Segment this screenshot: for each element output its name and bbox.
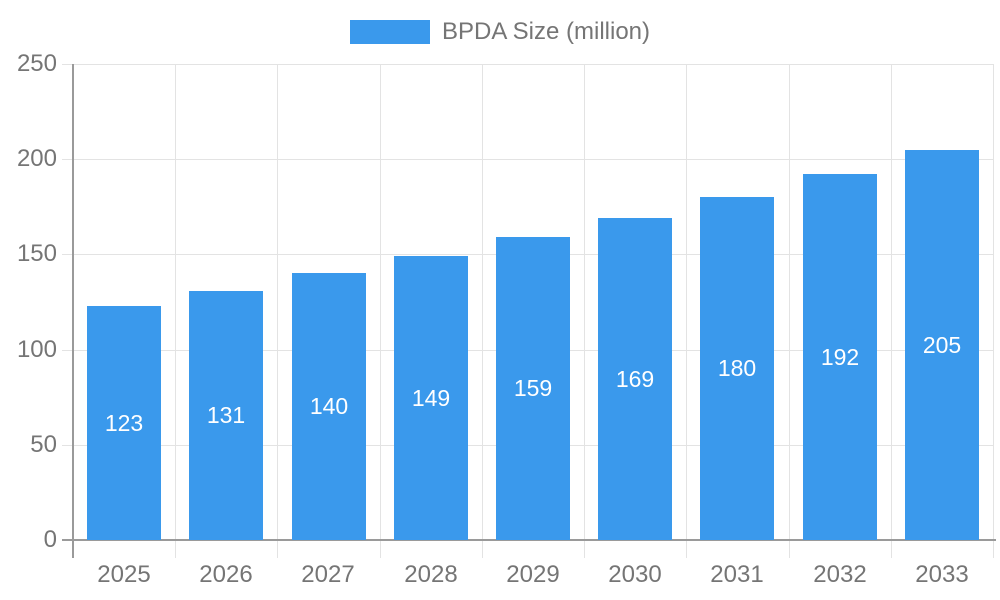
x-axis-tick-label: 2030 (608, 561, 662, 588)
bar[interactable]: 159 (496, 237, 570, 540)
y-axis-tick-label: 250 (16, 50, 57, 77)
x-gridline (380, 64, 381, 540)
x-axis-tick-label: 2033 (915, 561, 969, 588)
x-axis-line (62, 539, 996, 541)
y-axis-tick-label: 150 (16, 240, 57, 267)
x-tick-mark (482, 540, 483, 558)
bar-value-label: 205 (922, 331, 962, 358)
x-tick-mark (993, 540, 994, 558)
bar-value-label: 180 (717, 355, 757, 381)
y-axis-tick-label: 100 (16, 336, 57, 363)
x-tick-mark (277, 540, 278, 558)
x-gridline (277, 64, 278, 540)
x-axis-tick-label: 2031 (710, 561, 764, 588)
bar-value-label: 192 (820, 343, 860, 370)
bar[interactable]: 123 (87, 306, 161, 540)
legend[interactable]: BPDA Size (million) (0, 18, 1000, 46)
bar-value-label: 140 (309, 393, 349, 419)
x-tick-mark (789, 540, 790, 558)
x-gridline (584, 64, 585, 540)
bar-value-label: 169 (615, 365, 655, 392)
x-axis-tick-label: 2028 (404, 561, 458, 588)
y-tick-mark (62, 64, 73, 65)
x-tick-mark (686, 540, 687, 558)
y-axis-tick-label: 50 (30, 431, 57, 458)
x-gridline (789, 64, 790, 540)
x-axis-tick-label: 2027 (301, 561, 355, 588)
y-tick-mark (62, 350, 73, 351)
x-gridline (993, 64, 994, 540)
x-tick-mark (891, 540, 892, 558)
y-tick-mark (62, 159, 73, 160)
bar[interactable]: 192 (803, 174, 877, 540)
x-axis-tick-label: 2026 (199, 561, 253, 588)
x-gridline (891, 64, 892, 540)
x-axis-tick-label: 2032 (813, 561, 867, 588)
x-tick-mark (584, 540, 585, 558)
x-gridline (482, 64, 483, 540)
bar-value-label: 131 (206, 402, 246, 428)
y-axis-tick-label: 0 (43, 526, 57, 553)
y-axis-line (72, 64, 74, 558)
x-gridline (686, 64, 687, 540)
x-axis-tick-label: 2029 (506, 561, 560, 588)
bar[interactable]: 149 (394, 256, 468, 540)
x-tick-mark (175, 540, 176, 558)
bar[interactable]: 180 (700, 197, 774, 540)
y-gridline (73, 64, 993, 65)
y-axis-tick-label: 200 (16, 145, 57, 172)
bar-value-label: 123 (104, 409, 144, 436)
bar-value-label: 149 (411, 384, 451, 411)
bar-value-label: 159 (513, 375, 553, 401)
x-gridline (175, 64, 176, 540)
legend-label: BPDA Size (million) (441, 18, 651, 45)
legend-swatch (349, 20, 430, 44)
y-tick-mark (62, 254, 73, 255)
x-axis-tick-label: 2025 (97, 561, 151, 588)
y-tick-mark (62, 445, 73, 446)
x-tick-mark (380, 540, 381, 558)
y-gridline (73, 159, 993, 160)
bar[interactable]: 169 (598, 218, 672, 540)
bar[interactable]: 140 (292, 273, 366, 540)
bar[interactable]: 131 (189, 291, 263, 540)
bar[interactable]: 205 (905, 150, 979, 540)
